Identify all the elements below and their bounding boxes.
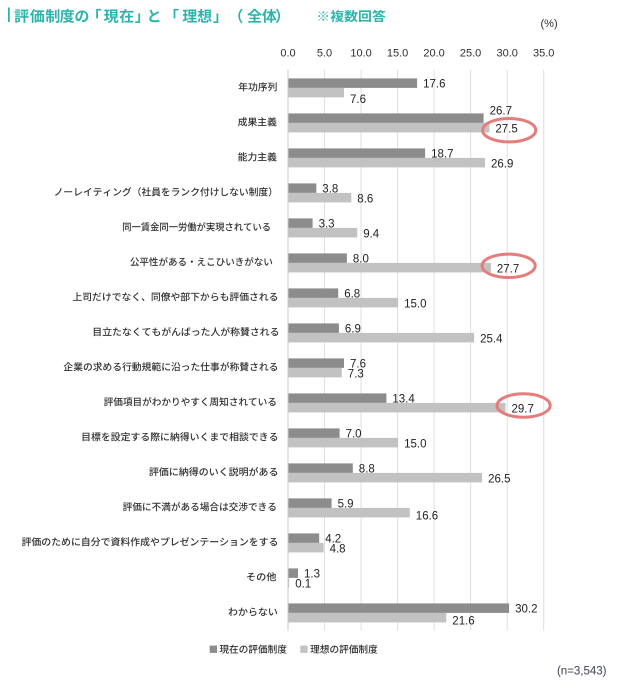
svg-text:26.7: 26.7 <box>490 105 512 117</box>
svg-text:35.0: 35.0 <box>533 48 554 60</box>
svg-text:5.9: 5.9 <box>338 498 354 510</box>
svg-text:0.1: 0.1 <box>295 578 311 590</box>
svg-text:6.9: 6.9 <box>345 323 361 335</box>
svg-text:25.4: 25.4 <box>480 333 503 345</box>
svg-text:10.0: 10.0 <box>350 48 371 60</box>
svg-text:4.8: 4.8 <box>330 543 346 555</box>
svg-text:0.0: 0.0 <box>280 48 295 60</box>
svg-text:29.7: 29.7 <box>512 403 534 415</box>
svg-text:30.2: 30.2 <box>515 603 537 615</box>
svg-text:7.0: 7.0 <box>346 428 362 440</box>
svg-text:7.6: 7.6 <box>350 358 366 370</box>
svg-text:7.3: 7.3 <box>348 368 364 380</box>
svg-text:15.0: 15.0 <box>404 298 426 310</box>
svg-text:8.6: 8.6 <box>357 193 373 205</box>
svg-text:25.0: 25.0 <box>460 48 481 60</box>
svg-text:21.6: 21.6 <box>452 615 474 627</box>
svg-text:1.3: 1.3 <box>304 568 320 580</box>
svg-text:9.4: 9.4 <box>363 228 380 240</box>
svg-text:8.0: 8.0 <box>353 253 369 265</box>
svg-text:15.0: 15.0 <box>387 48 408 60</box>
svg-text:16.6: 16.6 <box>416 510 438 522</box>
svg-text:5.0: 5.0 <box>317 48 332 60</box>
svg-text:13.4: 13.4 <box>392 393 415 405</box>
svg-text:3.3: 3.3 <box>319 218 335 230</box>
svg-text:(n=3,543): (n=3,543) <box>557 665 607 677</box>
svg-text:27.7: 27.7 <box>497 263 519 275</box>
svg-text:30.0: 30.0 <box>496 48 517 60</box>
svg-text:26.9: 26.9 <box>491 158 513 170</box>
svg-text:6.8: 6.8 <box>344 288 360 300</box>
svg-text:18.7: 18.7 <box>431 148 453 160</box>
svg-text:20.0: 20.0 <box>423 48 444 60</box>
svg-text:4.2: 4.2 <box>325 533 341 545</box>
svg-text:15.0: 15.0 <box>404 438 426 450</box>
svg-text:(%): (%) <box>541 18 558 30</box>
svg-text:27.5: 27.5 <box>495 123 517 135</box>
svg-text:3.8: 3.8 <box>322 183 338 195</box>
svg-text:17.6: 17.6 <box>423 78 445 90</box>
svg-text:8.8: 8.8 <box>359 463 375 475</box>
svg-text:26.5: 26.5 <box>488 473 510 485</box>
svg-text:7.6: 7.6 <box>350 94 366 106</box>
